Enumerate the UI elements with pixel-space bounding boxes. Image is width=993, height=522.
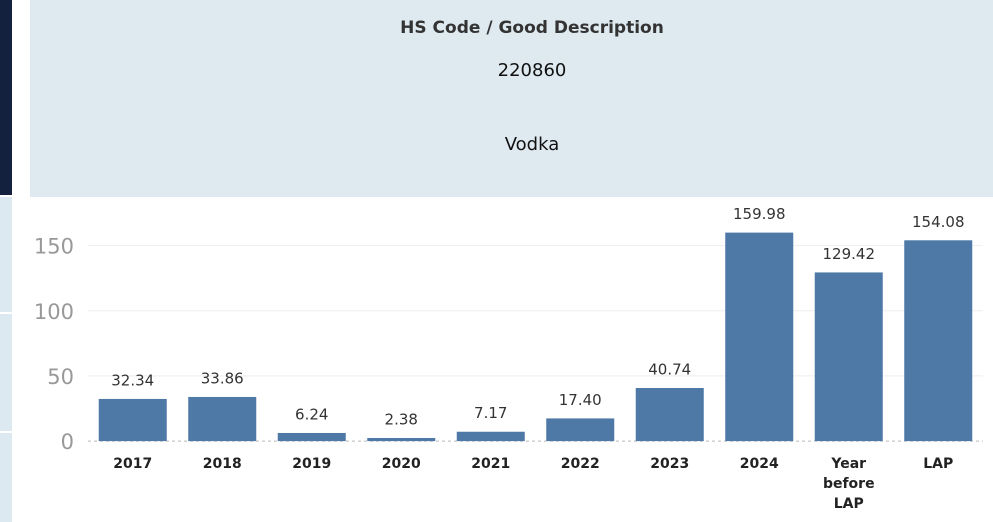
bar	[635, 387, 704, 442]
value-label: 154.08	[912, 213, 965, 231]
x-tick-label-box: 2020	[381, 456, 421, 472]
bar	[277, 432, 346, 442]
x-tick-label: LAP	[923, 456, 954, 472]
value-label: 17.40	[559, 391, 602, 409]
bar	[546, 418, 615, 442]
x-tick-label-box: 2023	[650, 456, 690, 472]
value-label: 129.42	[823, 245, 876, 263]
bar	[814, 272, 883, 442]
x-tick-label: 2023	[650, 456, 690, 472]
x-tick-label: 2024	[739, 456, 779, 472]
side-panel	[0, 197, 12, 522]
x-tick-label: Year before LAP	[822, 456, 875, 512]
x-tick-label-box: LAP	[923, 456, 954, 472]
bar	[188, 396, 257, 442]
x-tick-label: 2019	[292, 456, 332, 472]
value-label: 159.98	[733, 205, 786, 223]
header-panel	[30, 0, 993, 197]
x-tick-label: 2020	[381, 456, 421, 472]
x-tick-label: 2021	[471, 456, 511, 472]
bar	[725, 232, 794, 442]
bar	[904, 240, 973, 442]
x-tick-label-box: 2022	[560, 456, 600, 472]
value-label: 32.34	[111, 371, 154, 389]
side-panel	[0, 0, 12, 195]
bar	[456, 431, 525, 442]
x-tick-label-box: 2018	[202, 456, 242, 472]
value-label: 6.24	[295, 405, 328, 423]
x-tick-label-box: 2017	[113, 456, 153, 472]
bar	[98, 398, 167, 442]
x-tick-label-box: Year before LAP	[822, 456, 875, 512]
bar	[367, 437, 436, 442]
y-tick-label: 150	[34, 235, 74, 259]
y-tick-label: 0	[61, 430, 74, 454]
description: Vodka	[505, 134, 560, 155]
x-tick-label-box: 2021	[471, 456, 511, 472]
x-tick-label-box: 2024	[739, 456, 779, 472]
x-tick-label: 2017	[113, 456, 153, 472]
value-label: 33.86	[201, 369, 244, 387]
y-tick-label: 100	[34, 300, 74, 324]
x-tick-label: 2018	[202, 456, 242, 472]
x-tick-label: 2022	[560, 456, 600, 472]
value-label: 2.38	[385, 410, 418, 428]
y-tick-label: 50	[47, 365, 74, 389]
hs-code: 220860	[498, 60, 567, 81]
value-label: 7.17	[474, 404, 507, 422]
header-title: HS Code / Good Description	[400, 18, 664, 38]
x-tick-label-box: 2019	[292, 456, 332, 472]
value-label: 40.74	[648, 360, 691, 378]
